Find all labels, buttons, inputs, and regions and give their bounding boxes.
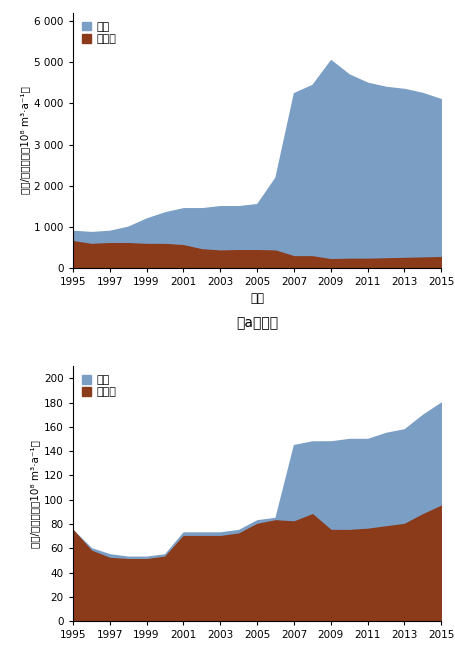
Y-axis label: 产量/消费量／（10⁸ m³·a⁻¹）: 产量/消费量／（10⁸ m³·a⁻¹） <box>30 440 40 547</box>
Text: （a）原油: （a）原油 <box>236 316 278 331</box>
X-axis label: 年份: 年份 <box>250 646 264 647</box>
Legend: 产量, 消费量: 产量, 消费量 <box>78 372 119 401</box>
X-axis label: 年份: 年份 <box>250 292 264 305</box>
Y-axis label: 产量/消费量／（10⁸ m³·a⁻¹）: 产量/消费量／（10⁸ m³·a⁻¹） <box>20 87 30 194</box>
Legend: 产量, 消费量: 产量, 消费量 <box>78 19 119 48</box>
